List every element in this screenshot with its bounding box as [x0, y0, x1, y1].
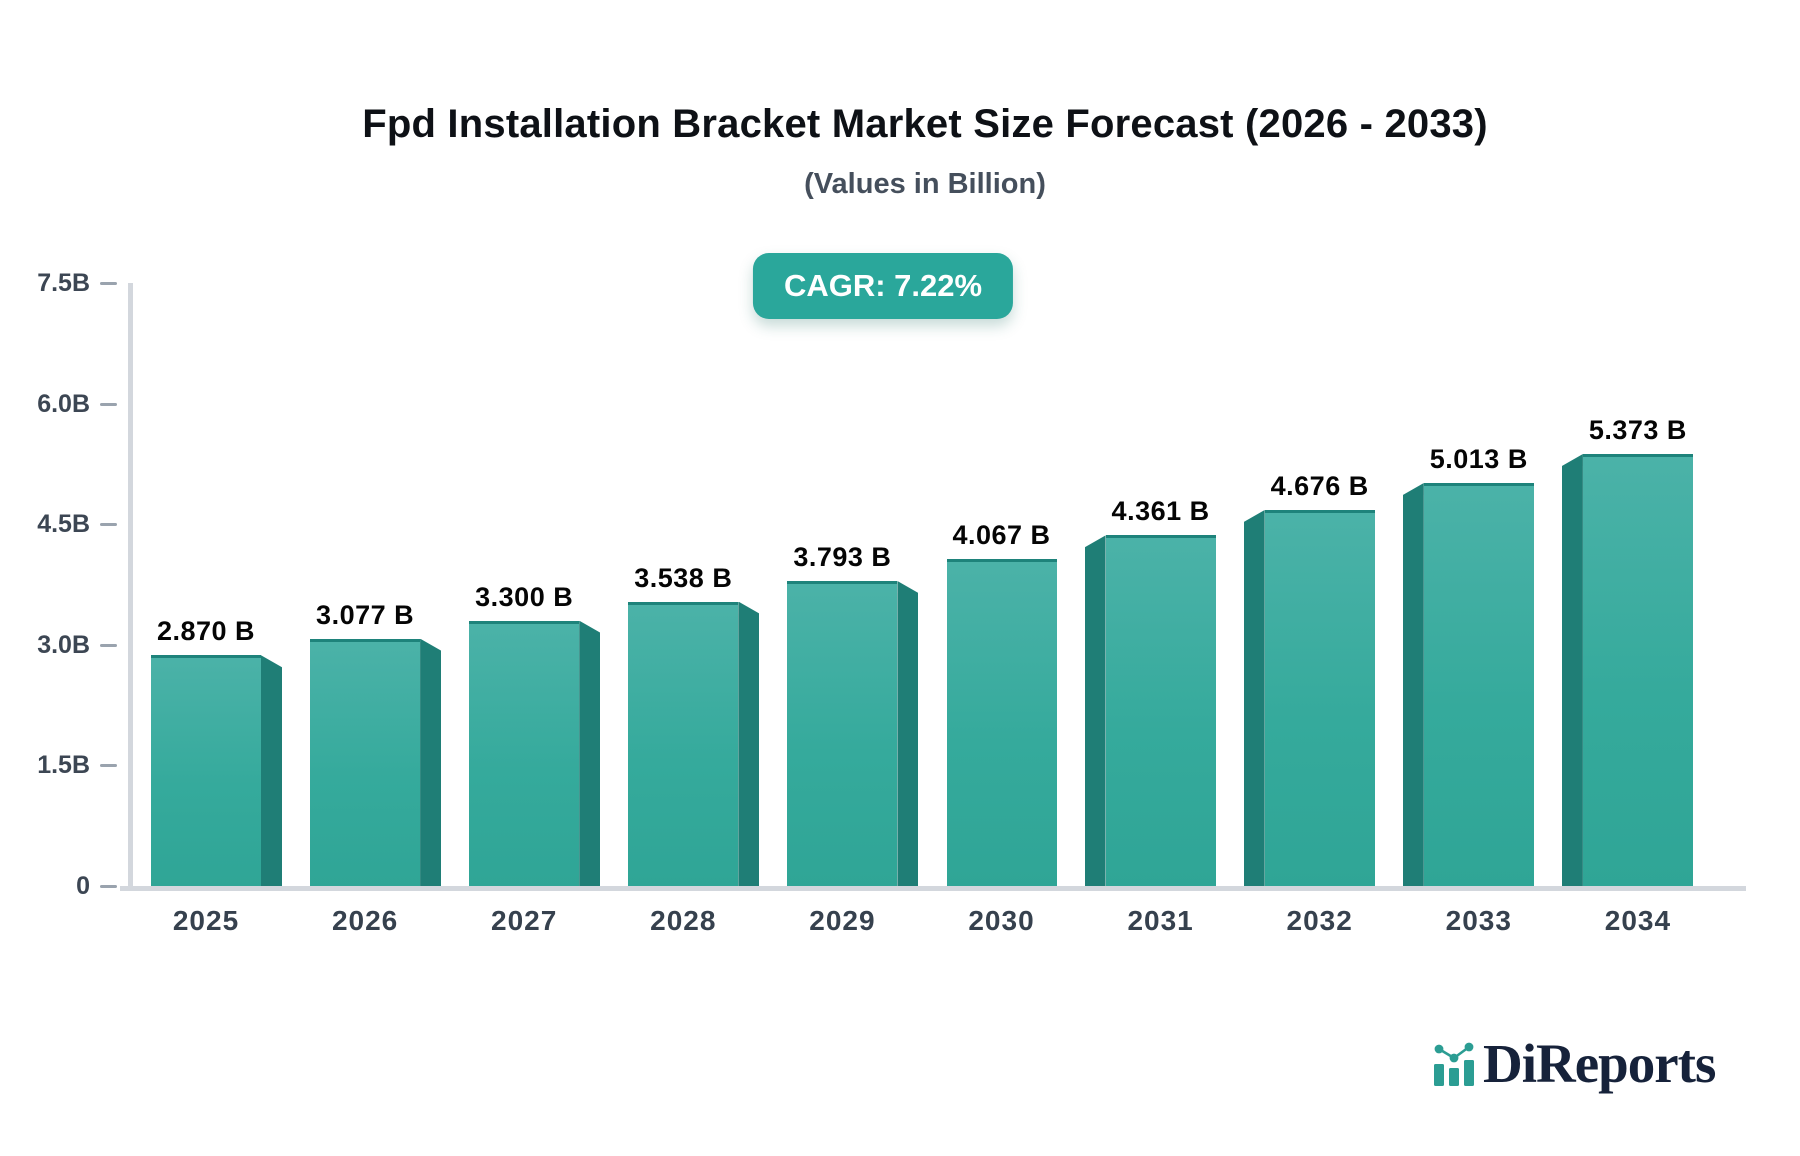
bar-value-label: 4.067 B	[952, 520, 1051, 550]
bar-side-face-2031	[1084, 535, 1106, 889]
bar-side-face-2034	[1561, 454, 1583, 889]
bar-value-label: 3.793 B	[793, 542, 892, 573]
y-axis-tick-label: 4.5B	[37, 510, 90, 539]
bar-value-label: 3.300 B	[475, 581, 574, 612]
bar-2026	[310, 638, 421, 889]
x-axis-label: 2029	[809, 905, 876, 936]
bar-value-label: 3.538 B	[634, 562, 733, 593]
y-axis-tick-label: 1.5B	[37, 751, 90, 780]
cagr-badge: CAGR: 7.22%	[752, 253, 1014, 319]
y-axis-tick-label: 3.0B	[37, 630, 90, 659]
x-axis-label: 2033	[1445, 905, 1512, 936]
y-axis-tick-label: 0	[76, 872, 90, 900]
x-axis-label: 2030	[968, 905, 1035, 936]
bar-2028	[628, 601, 739, 889]
y-axis-tick-label: 6.0B	[37, 389, 90, 418]
y-axis-tick	[100, 643, 117, 647]
y-axis-tick	[100, 885, 117, 888]
x-axis-label: 2026	[331, 905, 399, 936]
x-axis-label: 2032	[1286, 905, 1353, 936]
bar-side-face-2033	[1402, 482, 1424, 889]
y-axis-tick	[100, 402, 117, 406]
y-axis-tick	[100, 523, 117, 527]
bar-side-face-2025	[261, 655, 282, 889]
x-axis-baseline	[120, 886, 1746, 891]
bar-2031	[1105, 535, 1216, 889]
bar-side-face-2032	[1243, 510, 1265, 889]
logo-chart-icon	[1434, 1042, 1474, 1086]
chart-subtitle: (Values in Billion)	[804, 168, 1046, 200]
bar-2033	[1423, 482, 1534, 889]
bar-2034	[1582, 454, 1693, 889]
bar-value-label: 4.676 B	[1270, 471, 1369, 502]
x-axis-label: 2025	[172, 905, 240, 936]
x-axis-label: 2027	[491, 905, 558, 936]
bar-2029	[787, 581, 898, 889]
y-axis-tick-label: 7.5B	[37, 269, 90, 297]
bar-2025	[151, 655, 261, 889]
bar-side-face-2027	[579, 620, 601, 889]
bar-value-label: 5.013 B	[1429, 443, 1528, 474]
y-axis-tick	[100, 282, 117, 285]
y-axis-tick	[100, 764, 117, 768]
x-axis-label: 2034	[1604, 905, 1672, 936]
bar-side-face-2029	[897, 581, 919, 889]
chart-title: Fpd Installation Bracket Market Size For…	[362, 102, 1488, 146]
bar-2030	[946, 559, 1057, 889]
direports-logo: DiReports	[1431, 1033, 1716, 1094]
bar-value-label: 4.361 B	[1111, 496, 1210, 527]
bar-side-face-2028	[738, 601, 760, 889]
y-axis-line	[128, 283, 133, 887]
bar-value-label: 2.870 B	[156, 616, 256, 647]
x-axis-label: 2031	[1127, 905, 1194, 936]
bar-2027	[469, 620, 580, 889]
bar-value-label: 3.077 B	[316, 599, 415, 630]
x-axis-label: 2028	[650, 905, 717, 936]
bar-2032	[1264, 510, 1375, 889]
logo-text: DiReports	[1483, 1033, 1716, 1094]
bar-side-face-2026	[420, 638, 442, 889]
bar-value-label: 5.373 B	[1588, 415, 1687, 445]
